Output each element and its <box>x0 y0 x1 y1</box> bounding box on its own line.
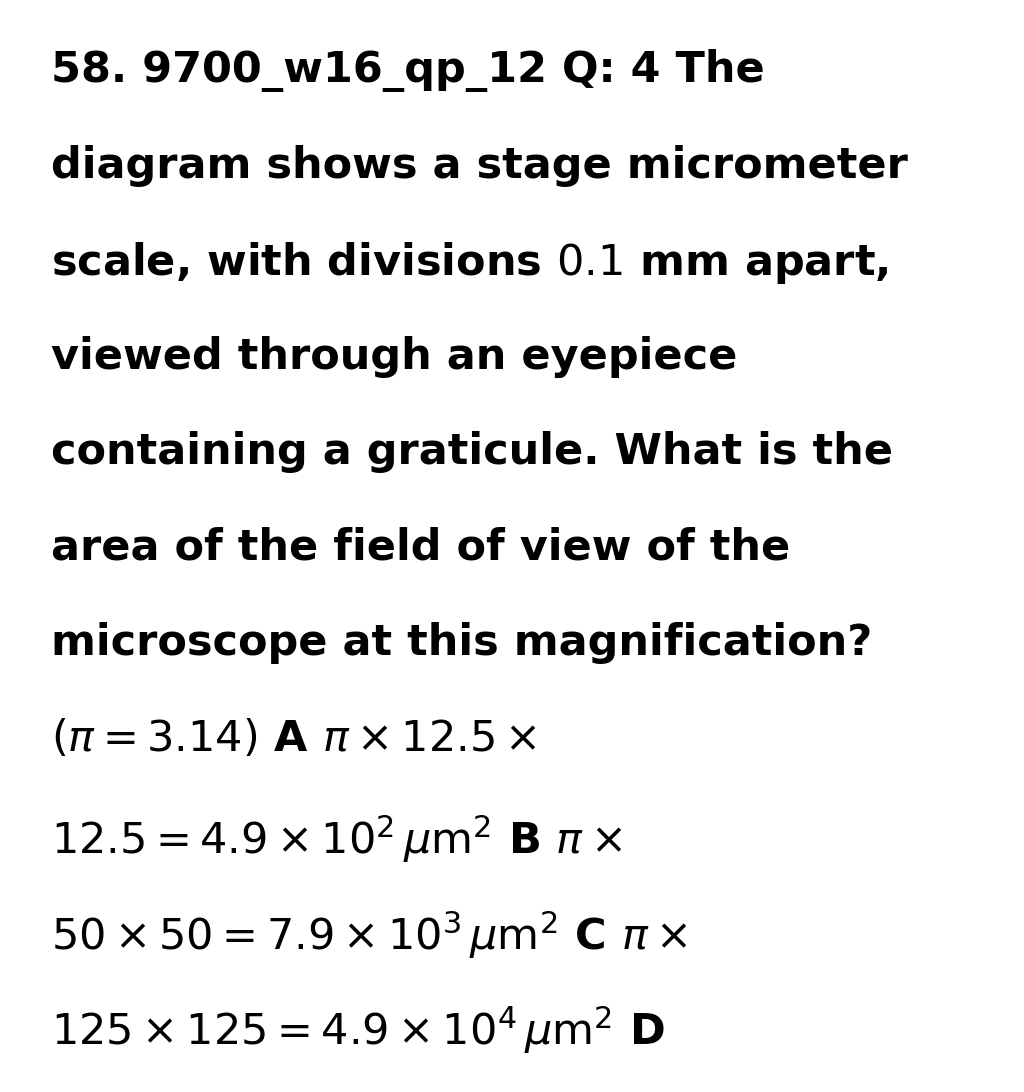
Text: area of the field of view of the: area of the field of view of the <box>51 527 791 569</box>
Text: $50 \times 50 = 7.9 \times 10^3\,\mu\mathrm{m}^2$ C $\pi \times$: $50 \times 50 = 7.9 \times 10^3\,\mu\mat… <box>51 909 688 961</box>
Text: scale, with divisions $0.1$ mm apart,: scale, with divisions $0.1$ mm apart, <box>51 240 889 286</box>
Text: $12.5 = 4.9 \times 10^2\,\mu\mathrm{m}^2$ B $\pi \times$: $12.5 = 4.9 \times 10^2\,\mu\mathrm{m}^2… <box>51 814 623 865</box>
Text: microscope at this magnification?: microscope at this magnification? <box>51 622 872 664</box>
Text: 58. 9700_w16_qp_12 Q: 4 The: 58. 9700_w16_qp_12 Q: 4 The <box>51 49 765 92</box>
Text: diagram shows a stage micrometer: diagram shows a stage micrometer <box>51 145 908 187</box>
Text: viewed through an eyepiece: viewed through an eyepiece <box>51 336 737 378</box>
Text: $(\pi = 3.14)$ A $\pi \times 12.5 \times$: $(\pi = 3.14)$ A $\pi \times 12.5 \times… <box>51 719 538 760</box>
Text: containing a graticule. What is the: containing a graticule. What is the <box>51 431 893 473</box>
Text: $125 \times 125 = 4.9 \times 10^4\,\mu\mathrm{m}^2$ D: $125 \times 125 = 4.9 \times 10^4\,\mu\m… <box>51 1005 665 1056</box>
